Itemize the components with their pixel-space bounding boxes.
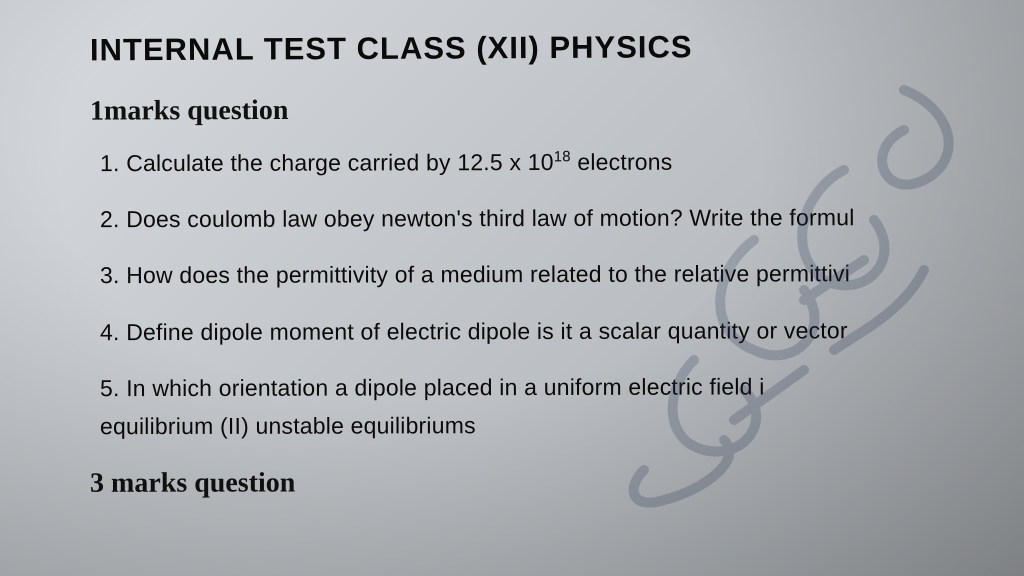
question-1: 1. Calculate the charge carried by 12.5 … (90, 145, 1004, 180)
question-4: 4. Define dipole moment of electric dipo… (90, 313, 1004, 348)
section-heading-2: 3 marks question (90, 466, 1004, 500)
watermark-stamp (604, 70, 984, 510)
question-5-line1: 5. In which orientation a dipole placed … (90, 370, 1004, 405)
section-heading-1: 1marks question (90, 92, 1004, 127)
question-5-line2: equilibrium (II) unstable equilibriums (90, 408, 1004, 443)
q1-text-post: electrons (571, 149, 673, 175)
question-2: 2. Does coulomb law obey newton's third … (90, 201, 1004, 236)
q1-text-pre: 1. Calculate the charge carried by 12.5 … (100, 149, 554, 176)
question-3: 3. How does the permittivity of a medium… (90, 257, 1004, 292)
page-title: INTERNAL TEST CLASS (XII) PHYSICS (90, 28, 1004, 69)
q1-exponent: 18 (554, 148, 571, 165)
